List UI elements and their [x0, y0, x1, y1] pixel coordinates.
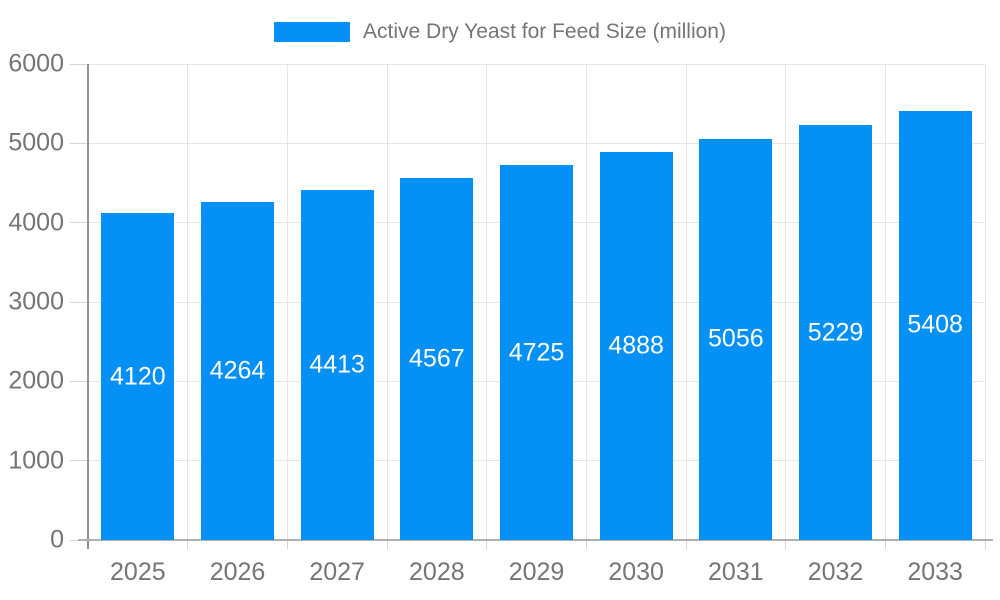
- x-gridline: [984, 64, 986, 540]
- y-axis-label: 5000: [8, 128, 64, 157]
- bar-value-label: 4567: [409, 344, 465, 373]
- x-axis-line: [78, 539, 993, 541]
- x-tick: [785, 540, 787, 549]
- x-axis-label: 2031: [708, 558, 764, 586]
- x-axis-label: 2025: [110, 558, 166, 586]
- y-tick: [70, 460, 88, 462]
- bar-2029: [500, 165, 573, 540]
- bar-2027: [300, 189, 374, 540]
- x-axis-label: 2030: [608, 558, 664, 586]
- y-tick: [70, 63, 88, 65]
- x-axis-label: 2029: [508, 558, 565, 586]
- bar-2026: [201, 201, 274, 540]
- x-tick: [585, 540, 587, 549]
- y-gridline: [88, 63, 985, 65]
- legend[interactable]: Active Dry Yeast for Feed Size (million): [0, 20, 1000, 44]
- y-axis-label: 2000: [8, 366, 64, 395]
- bar-2025: [101, 213, 175, 540]
- y-tick: [70, 222, 88, 224]
- bar-value-label: 4888: [608, 331, 664, 360]
- x-axis-label: 2026: [209, 558, 266, 586]
- x-gridline: [685, 64, 687, 540]
- x-tick: [486, 540, 488, 549]
- bar-value-label: 4264: [209, 356, 266, 385]
- x-gridline: [286, 64, 288, 540]
- x-tick: [984, 540, 986, 549]
- x-tick: [685, 540, 687, 549]
- bar-value-label: 4120: [110, 362, 166, 391]
- x-tick: [187, 540, 189, 549]
- bar-2033: [898, 110, 972, 540]
- y-axis-label: 0: [50, 525, 64, 554]
- x-axis-label: 2028: [409, 558, 465, 586]
- bar-2032: [799, 125, 872, 540]
- y-axis-label: 6000: [8, 49, 64, 78]
- y-tick: [70, 142, 88, 144]
- x-gridline: [386, 64, 388, 540]
- bar-2028: [400, 177, 474, 540]
- bar-value-label: 4413: [309, 350, 365, 379]
- y-tick: [70, 380, 88, 382]
- y-axis-label: 4000: [8, 208, 64, 237]
- x-gridline: [585, 64, 587, 540]
- bar-2030: [599, 152, 673, 540]
- y-gridline: [88, 142, 985, 144]
- x-axis-label: 2032: [807, 558, 864, 586]
- legend-label: Active Dry Yeast for Feed Size (million): [363, 20, 726, 43]
- y-axis-label: 3000: [8, 287, 64, 316]
- x-gridline: [785, 64, 787, 540]
- bar-value-label: 4725: [508, 338, 565, 367]
- y-axis-label: 1000: [8, 446, 64, 475]
- x-tick: [286, 540, 288, 549]
- x-gridline: [884, 64, 886, 540]
- legend-swatch: [274, 22, 351, 42]
- bar-value-label: 5408: [907, 310, 963, 339]
- x-gridline: [187, 64, 189, 540]
- bar-2031: [699, 138, 773, 540]
- x-gridline: [486, 64, 488, 540]
- x-tick: [884, 540, 886, 549]
- x-axis-label: 2027: [309, 558, 365, 586]
- y-axis-line: [87, 64, 89, 549]
- x-tick: [386, 540, 388, 549]
- x-axis-label: 2033: [907, 558, 963, 586]
- y-tick: [70, 301, 88, 303]
- bar-value-label: 5229: [807, 318, 864, 347]
- bar-value-label: 5056: [708, 324, 764, 353]
